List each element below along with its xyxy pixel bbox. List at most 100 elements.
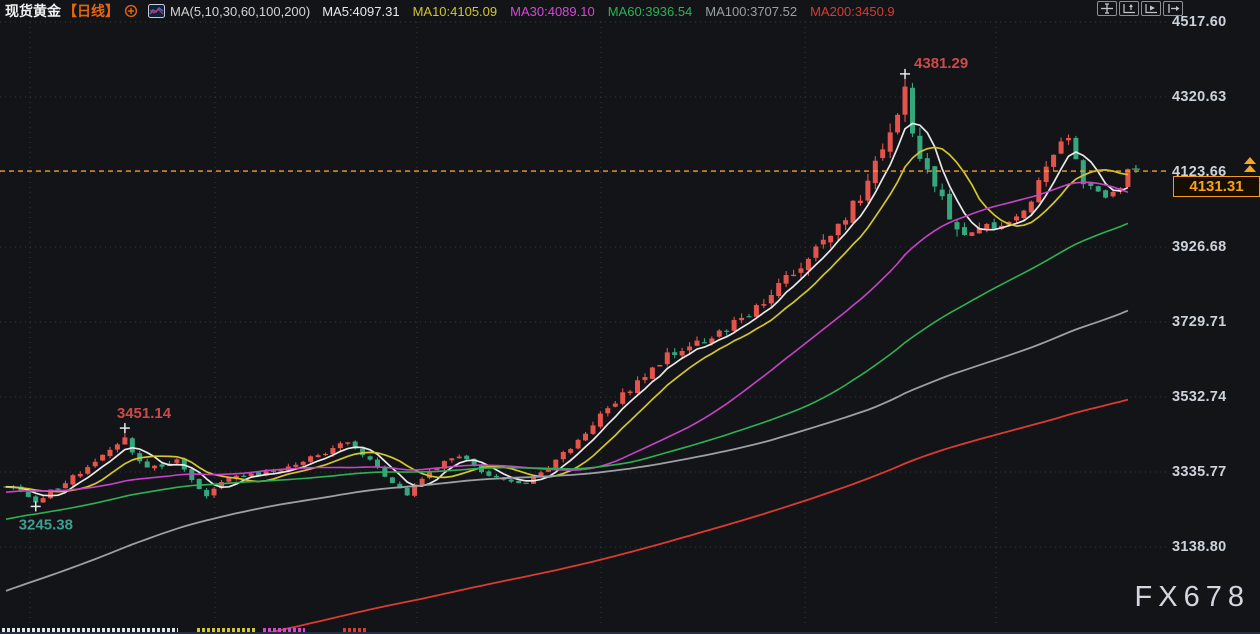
extreme-marker: 4381.29 [900, 55, 968, 79]
candle-body [932, 166, 938, 187]
grid [0, 21, 1168, 626]
candle-body [92, 461, 98, 467]
candle-body [768, 295, 774, 304]
candle-body [100, 454, 106, 461]
candle-body [924, 158, 930, 170]
candle-body [657, 365, 663, 367]
candle-body [241, 475, 247, 477]
candle-body [1021, 210, 1027, 218]
candle-body [40, 498, 46, 503]
candle-body [523, 482, 529, 484]
extreme-marker: 3451.14 [117, 405, 172, 434]
candle-body [263, 471, 269, 476]
ma-values: MA5:4097.31 MA10:4105.09 MA30:4089.10 MA60:… [322, 4, 907, 19]
candle-body [404, 488, 410, 496]
candle-body [1014, 216, 1019, 221]
latest-price-marker [1131, 165, 1140, 174]
candle-body [441, 461, 447, 469]
ma-value: MA5:4097.31 [322, 3, 400, 19]
candle-body [308, 456, 314, 462]
timeframe-label: 【日线】 [63, 3, 119, 19]
candle-body [219, 482, 224, 489]
candle-body [776, 283, 782, 296]
candle-body [1073, 137, 1079, 160]
candle-body [865, 180, 871, 201]
candlesticks [3, 73, 1131, 507]
candle-body [486, 471, 492, 476]
candle-body [746, 316, 752, 318]
candle-body [947, 193, 953, 220]
candle-body [419, 478, 425, 485]
candle-body [568, 449, 574, 453]
candle-body [701, 342, 707, 344]
candle-body [360, 448, 366, 456]
scale-axis-icon[interactable] [1119, 1, 1139, 16]
ma200-line [258, 398, 1129, 634]
candle-body [196, 478, 202, 490]
clipped-indicator-row [0, 627, 1260, 633]
candle-body [739, 317, 745, 321]
candle-body [560, 452, 566, 460]
crosshair-icon[interactable] [1097, 1, 1117, 16]
candle-body [850, 200, 856, 223]
candle-body [278, 470, 284, 472]
candle-body [672, 352, 678, 355]
candle-body [456, 456, 462, 459]
candle-body [753, 305, 759, 317]
candle-body [575, 439, 581, 449]
candle-body [293, 464, 299, 467]
candle-body [798, 268, 804, 273]
candle-body [33, 496, 39, 503]
candle-body [85, 467, 91, 474]
candle-body [62, 483, 68, 489]
candle-body [954, 222, 960, 230]
candle-body [1051, 154, 1057, 167]
candle-body [538, 472, 544, 477]
auto-scale-icon[interactable] [1141, 1, 1161, 16]
candle-body [464, 455, 470, 460]
candle-body [181, 458, 187, 470]
candle-body [18, 486, 24, 492]
candle-body [709, 338, 715, 344]
candle-body [174, 459, 180, 463]
candle-body [679, 351, 685, 356]
chart-header: 现货黄金 【日线】 MA(5,10,30,60,100,200) MA5:409… [5, 2, 908, 20]
pan-right-icon[interactable] [1163, 1, 1183, 16]
candle-body [939, 189, 945, 197]
chart-toolbar [1097, 1, 1183, 16]
candle-body [1103, 190, 1109, 198]
panel-divider [0, 632, 1260, 634]
candle-body [375, 459, 380, 467]
candle-body [516, 480, 522, 484]
candle-body [1125, 169, 1131, 187]
chart-style-icon[interactable] [148, 4, 165, 18]
candle-body [48, 489, 54, 499]
candle-body [159, 464, 165, 467]
candle-body [627, 391, 633, 394]
scroll-to-latest-icon[interactable] [1240, 156, 1260, 174]
candle-body [969, 232, 975, 236]
candle-body [248, 473, 254, 477]
candle-body [976, 228, 982, 234]
clipped-text [197, 628, 255, 633]
candle-body [857, 200, 863, 203]
candle-body [233, 475, 239, 479]
candle-body [129, 438, 135, 453]
candle-body [895, 114, 901, 133]
candle-body [300, 461, 306, 465]
candle-body [493, 475, 499, 478]
candle-body [843, 220, 849, 225]
candle-body [813, 246, 819, 258]
candle-body [323, 453, 328, 456]
candle-body [427, 471, 432, 478]
candle-body [114, 444, 120, 450]
candle-body [144, 461, 150, 468]
add-indicator-icon[interactable] [124, 4, 138, 18]
candle-body [694, 340, 700, 346]
candle-body [835, 223, 841, 236]
price-annotation: 3451.14 [117, 405, 172, 422]
candle-body [791, 274, 797, 277]
candle-body [635, 380, 640, 394]
